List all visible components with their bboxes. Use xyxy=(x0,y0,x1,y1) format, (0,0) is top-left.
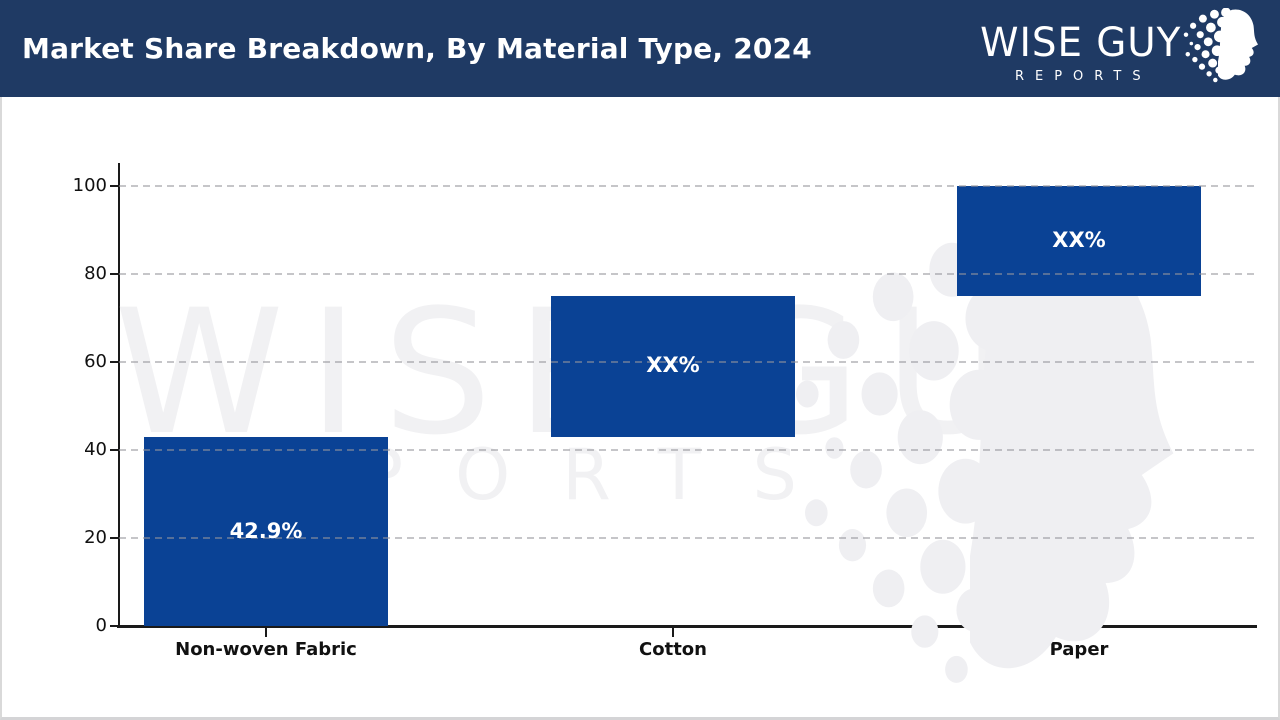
wise-guy-reports-logo: WISE GUY REPORTS xyxy=(977,8,1266,88)
logo-wordmark: WISE GUY xyxy=(979,20,1181,66)
header-bar: Market Share Breakdown, By Material Type… xyxy=(0,0,1280,97)
y-tick-mark xyxy=(110,536,118,539)
bar-value-label: XX% xyxy=(1052,227,1106,252)
bar-value-label: 42.9% xyxy=(229,518,303,543)
bar-segment xyxy=(551,295,795,438)
y-tick-mark xyxy=(110,360,118,363)
bar-segment xyxy=(144,437,388,626)
y-tick-label: 0 xyxy=(95,615,107,636)
waterfall-chart: 0 20 40 60 80 100 42.9% Non-woven Fabric XX% Cott… xyxy=(2,97,1280,717)
y-tick-label: 20 xyxy=(84,526,107,548)
logo-head-icon xyxy=(1183,8,1258,83)
y-gridline xyxy=(119,272,1256,275)
y-tick-mark xyxy=(110,625,118,627)
chart-title: Market Share Breakdown, By Material Type… xyxy=(22,32,812,65)
y-tick-label: 100 xyxy=(72,174,107,196)
y-gridline xyxy=(119,448,1256,451)
y-gridline xyxy=(119,184,1256,187)
logo-tagline: REPORTS xyxy=(1014,69,1152,84)
watermark-head-icon xyxy=(795,232,1174,683)
x-tick-mark xyxy=(672,628,674,637)
bar-value-label: XX% xyxy=(646,353,700,378)
y-tick-mark xyxy=(110,448,118,451)
logo-text: WISE GUY REPORTS xyxy=(977,20,1184,84)
y-axis-line xyxy=(118,163,120,628)
category-label: Non-woven Fabric xyxy=(175,639,357,660)
y-tick-label: 60 xyxy=(84,350,107,372)
category-label: Cotton xyxy=(639,639,707,660)
y-tick-label: 40 xyxy=(84,438,107,460)
y-tick-mark xyxy=(110,184,118,187)
y-tick-mark xyxy=(110,272,118,275)
x-axis-line xyxy=(117,625,1257,628)
bar-segment xyxy=(957,185,1201,296)
category-label: Paper xyxy=(1049,639,1109,660)
y-tick-label: 80 xyxy=(84,262,107,284)
x-tick-mark xyxy=(265,628,267,637)
y-gridline xyxy=(119,360,1256,363)
y-gridline xyxy=(119,536,1256,539)
